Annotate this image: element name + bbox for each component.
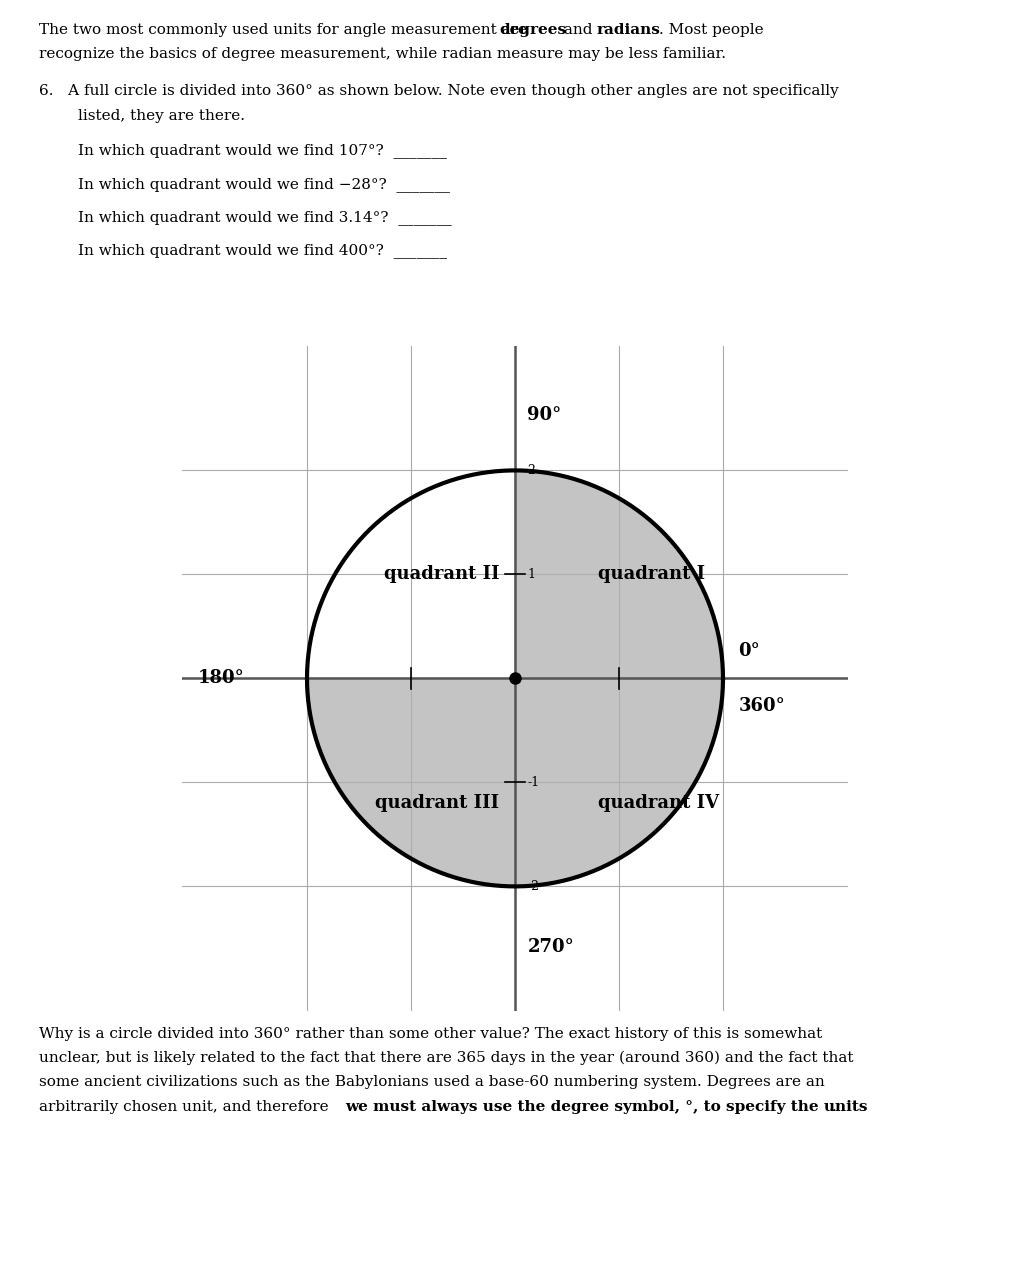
Text: In which quadrant would we find 3.14°?  _______: In which quadrant would we find 3.14°? _… bbox=[78, 210, 452, 225]
Text: radians: radians bbox=[596, 23, 660, 37]
Text: 180°: 180° bbox=[198, 669, 244, 687]
Text: 1: 1 bbox=[527, 568, 536, 581]
Text: 2: 2 bbox=[527, 463, 536, 477]
Text: In which quadrant would we find 400°?  _______: In which quadrant would we find 400°? __… bbox=[78, 243, 447, 259]
Text: arbitrarily chosen unit, and therefore: arbitrarily chosen unit, and therefore bbox=[39, 1100, 334, 1114]
Text: .: . bbox=[831, 1100, 836, 1114]
Text: . Most people: . Most people bbox=[659, 23, 764, 37]
Text: 270°: 270° bbox=[527, 938, 575, 956]
Text: some ancient civilizations such as the Babylonians used a base-60 numbering syst: some ancient civilizations such as the B… bbox=[39, 1075, 825, 1089]
Text: quadrant I: quadrant I bbox=[598, 566, 706, 584]
Text: In which quadrant would we find −28°?  _______: In which quadrant would we find −28°? __… bbox=[78, 177, 450, 192]
Text: and: and bbox=[559, 23, 597, 37]
Text: 6.   A full circle is divided into 360° as shown below. Note even though other a: 6. A full circle is divided into 360° as… bbox=[39, 84, 838, 99]
Text: -1: -1 bbox=[527, 776, 540, 788]
Text: The two most commonly used units for angle measurement are: The two most commonly used units for ang… bbox=[39, 23, 533, 37]
Text: quadrant IV: quadrant IV bbox=[598, 794, 719, 813]
Text: unclear, but is likely related to the fact that there are 365 days in the year (: unclear, but is likely related to the fa… bbox=[39, 1051, 854, 1065]
Text: 360°: 360° bbox=[739, 698, 785, 716]
Text: Why is a circle divided into 360° rather than some other value? The exact histor: Why is a circle divided into 360° rather… bbox=[39, 1027, 822, 1041]
Text: quadrant III: quadrant III bbox=[375, 794, 500, 813]
Text: listed, they are there.: listed, they are there. bbox=[78, 109, 245, 123]
Polygon shape bbox=[515, 678, 723, 887]
Polygon shape bbox=[515, 471, 723, 678]
Text: -2: -2 bbox=[527, 879, 540, 893]
Text: 90°: 90° bbox=[527, 406, 561, 424]
Text: we must always use the degree symbol, °, to specify the units: we must always use the degree symbol, °,… bbox=[345, 1100, 867, 1114]
Polygon shape bbox=[307, 678, 515, 887]
Text: degrees: degrees bbox=[500, 23, 567, 37]
Text: quadrant II: quadrant II bbox=[384, 566, 500, 584]
Text: In which quadrant would we find 107°?  _______: In which quadrant would we find 107°? __… bbox=[78, 143, 447, 159]
Text: recognize the basics of degree measurement, while radian measure may be less fam: recognize the basics of degree measureme… bbox=[39, 47, 726, 61]
Text: 0°: 0° bbox=[739, 641, 760, 659]
